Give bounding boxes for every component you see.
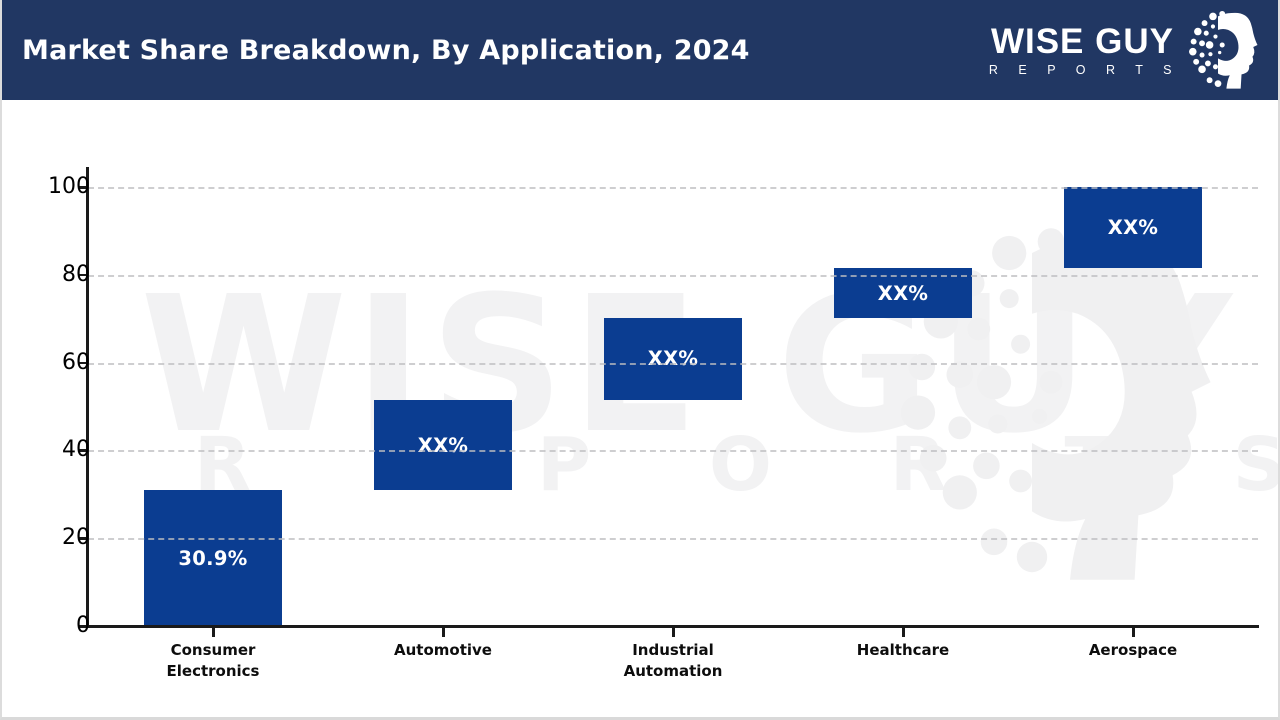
y-tick-label-0: 0: [76, 613, 90, 638]
x-tick-label-healthcare: Healthcare: [856, 641, 950, 659]
bar-consumer-electronics: 30.9%: [144, 490, 282, 626]
y-tick-mark-0: [78, 625, 87, 628]
x-tick-label-aerospace: Aerospace: [1088, 641, 1178, 659]
bar-value-label-automotive: XX%: [417, 433, 469, 457]
x-tick-label-industrial-automation: Industrial Automation: [623, 641, 723, 680]
gridline-80: [88, 274, 1258, 277]
y-tick-label-60: 60: [62, 349, 90, 375]
y-tick-mark-60: [78, 361, 87, 365]
y-tick-mark-40: [78, 449, 87, 452]
bar-value-label-industrial-automation: XX%: [647, 347, 699, 371]
chart-title: Market Share Breakdown, By Application, …: [22, 34, 750, 66]
gridline-20: [88, 538, 1258, 541]
logo-subtext: R E P O R T S: [988, 62, 1180, 77]
x-tick-mark-consumer-electronics: [212, 628, 215, 637]
x-tick-mark-industrial-automation: [672, 628, 675, 637]
y-tick-mark-80: [78, 273, 87, 277]
wiseguy-logo: WISE GUY R E P O R T S: [985, 7, 1260, 93]
header: Market Share Breakdown, By Application, …: [2, 0, 1278, 100]
bar-value-label-healthcare: XX%: [877, 281, 929, 305]
gridline-100: [88, 187, 1258, 189]
bar-automotive: XX%: [374, 399, 512, 491]
logo-wordmark: WISE GUY: [990, 21, 1174, 61]
bar-aerospace: XX%: [1064, 187, 1202, 269]
x-tick-mark-aerospace: [1132, 628, 1135, 637]
bar-value-label-aerospace: XX%: [1107, 216, 1159, 240]
gridline-60: [88, 362, 1258, 365]
y-tick-label-100: 100: [48, 174, 90, 199]
bar-industrial-automation: XX%: [604, 317, 742, 400]
bar-value-label-consumer-electronics: 30.9%: [178, 546, 248, 570]
wiseguy-head-icon: [1189, 10, 1258, 89]
logo-text: WISE GUY R E P O R T S: [985, 24, 1180, 77]
gridline-40: [88, 450, 1258, 453]
y-tick-label-80: 80: [62, 261, 90, 287]
y-tick-label-40: 40: [62, 437, 90, 463]
x-tick-mark-healthcare: [902, 628, 905, 637]
x-tick-mark-automotive: [442, 628, 445, 637]
y-axis-line: [86, 167, 89, 628]
y-tick-mark-100: [78, 186, 87, 189]
x-tick-label-automotive: Automotive: [394, 641, 492, 659]
x-tick-label-consumer-electronics: Consumer Electronics: [166, 641, 260, 680]
y-tick-mark-20: [78, 537, 87, 540]
x-axis-line: [85, 625, 1259, 628]
y-tick-label-20: 20: [62, 525, 90, 551]
